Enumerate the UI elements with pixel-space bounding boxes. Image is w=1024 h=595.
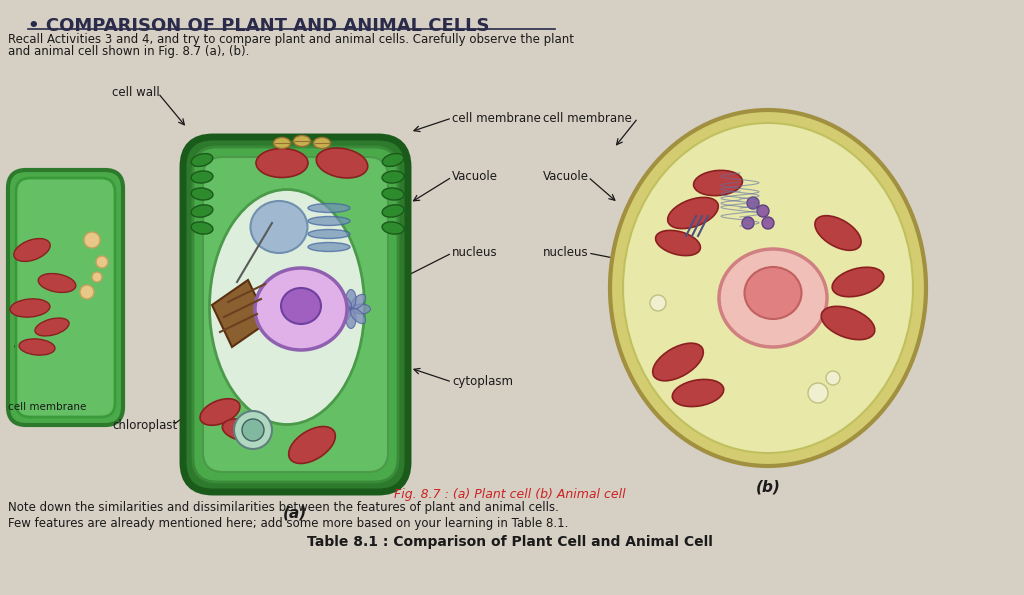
FancyBboxPatch shape: [16, 178, 115, 417]
Circle shape: [234, 411, 272, 449]
Text: Few features are already mentioned here; add some more based on your learning in: Few features are already mentioned here;…: [8, 517, 568, 530]
Ellipse shape: [382, 171, 404, 183]
Ellipse shape: [346, 309, 356, 328]
Text: Note down the similarities and dissimilarities between the features of plant and: Note down the similarities and dissimila…: [8, 501, 559, 514]
Ellipse shape: [673, 380, 724, 406]
Circle shape: [650, 295, 666, 311]
Circle shape: [746, 197, 759, 209]
Ellipse shape: [350, 295, 366, 309]
Circle shape: [242, 419, 264, 441]
Ellipse shape: [668, 198, 718, 228]
Text: (a): (a): [283, 506, 307, 521]
Ellipse shape: [13, 239, 50, 261]
Ellipse shape: [346, 290, 356, 308]
Ellipse shape: [38, 274, 76, 293]
Text: cytoplasm: cytoplasm: [452, 375, 513, 389]
Text: Fig. 8.7 : (a) Plant cell (b) Animal cell: Fig. 8.7 : (a) Plant cell (b) Animal cel…: [394, 488, 626, 501]
Text: (b): (b): [756, 480, 780, 495]
Text: Recall Activities 3 and 4, and try to compare plant and animal cells. Carefully : Recall Activities 3 and 4, and try to co…: [8, 33, 574, 46]
Ellipse shape: [623, 123, 913, 453]
Circle shape: [757, 205, 769, 217]
Ellipse shape: [336, 308, 351, 324]
Text: cell membrane: cell membrane: [543, 111, 632, 124]
Ellipse shape: [744, 267, 802, 319]
Ellipse shape: [815, 216, 861, 250]
Text: nucleus: nucleus: [452, 246, 498, 259]
Ellipse shape: [289, 427, 335, 464]
Polygon shape: [212, 280, 268, 347]
Ellipse shape: [833, 267, 884, 297]
Ellipse shape: [382, 205, 403, 217]
Text: cell wall: cell wall: [112, 86, 160, 99]
Ellipse shape: [610, 110, 926, 466]
Text: • COMPARISON OF PLANT AND ANIMAL CELLS: • COMPARISON OF PLANT AND ANIMAL CELLS: [28, 17, 489, 35]
Ellipse shape: [35, 318, 69, 336]
Ellipse shape: [719, 249, 827, 347]
Circle shape: [84, 232, 100, 248]
Ellipse shape: [19, 339, 55, 355]
Ellipse shape: [255, 268, 347, 350]
Ellipse shape: [350, 308, 366, 324]
Circle shape: [92, 272, 102, 282]
Text: chloroplast: chloroplast: [112, 418, 177, 431]
Circle shape: [80, 285, 94, 299]
Ellipse shape: [313, 137, 331, 149]
Ellipse shape: [10, 299, 50, 317]
Text: cell membrane: cell membrane: [8, 402, 86, 412]
Ellipse shape: [256, 149, 308, 177]
Circle shape: [742, 217, 754, 229]
Ellipse shape: [191, 154, 213, 167]
Ellipse shape: [655, 230, 700, 256]
Ellipse shape: [281, 288, 321, 324]
Text: cell membrane: cell membrane: [452, 111, 541, 124]
Ellipse shape: [308, 243, 350, 252]
Ellipse shape: [308, 203, 350, 212]
Ellipse shape: [200, 399, 240, 425]
Circle shape: [808, 383, 828, 403]
Ellipse shape: [351, 304, 371, 314]
Ellipse shape: [382, 154, 403, 167]
Text: Vacuole: Vacuole: [452, 171, 498, 183]
FancyBboxPatch shape: [193, 147, 398, 482]
Ellipse shape: [191, 188, 213, 200]
Ellipse shape: [693, 170, 742, 196]
Ellipse shape: [382, 222, 403, 234]
Ellipse shape: [316, 148, 368, 178]
FancyBboxPatch shape: [183, 137, 408, 492]
Circle shape: [762, 217, 774, 229]
Ellipse shape: [210, 189, 365, 424]
Circle shape: [96, 256, 108, 268]
Ellipse shape: [382, 188, 404, 200]
Ellipse shape: [191, 171, 213, 183]
Ellipse shape: [294, 136, 310, 146]
Ellipse shape: [308, 217, 350, 226]
Circle shape: [826, 371, 840, 385]
Ellipse shape: [308, 230, 350, 239]
Ellipse shape: [191, 205, 213, 217]
Text: nucleus: nucleus: [543, 246, 589, 259]
Ellipse shape: [336, 295, 351, 309]
Text: Vacuole: Vacuole: [543, 171, 589, 183]
Text: and animal cell shown in Fig. 8.7 (a), (b).: and animal cell shown in Fig. 8.7 (a), (…: [8, 45, 250, 58]
FancyBboxPatch shape: [203, 157, 388, 472]
Ellipse shape: [251, 201, 307, 253]
Ellipse shape: [222, 419, 262, 441]
FancyBboxPatch shape: [8, 170, 123, 425]
Ellipse shape: [191, 222, 213, 234]
Ellipse shape: [273, 137, 291, 149]
Ellipse shape: [821, 306, 874, 340]
Text: Table 8.1 : Comparison of Plant Cell and Animal Cell: Table 8.1 : Comparison of Plant Cell and…: [307, 535, 713, 549]
Ellipse shape: [652, 343, 703, 381]
Ellipse shape: [332, 304, 350, 314]
